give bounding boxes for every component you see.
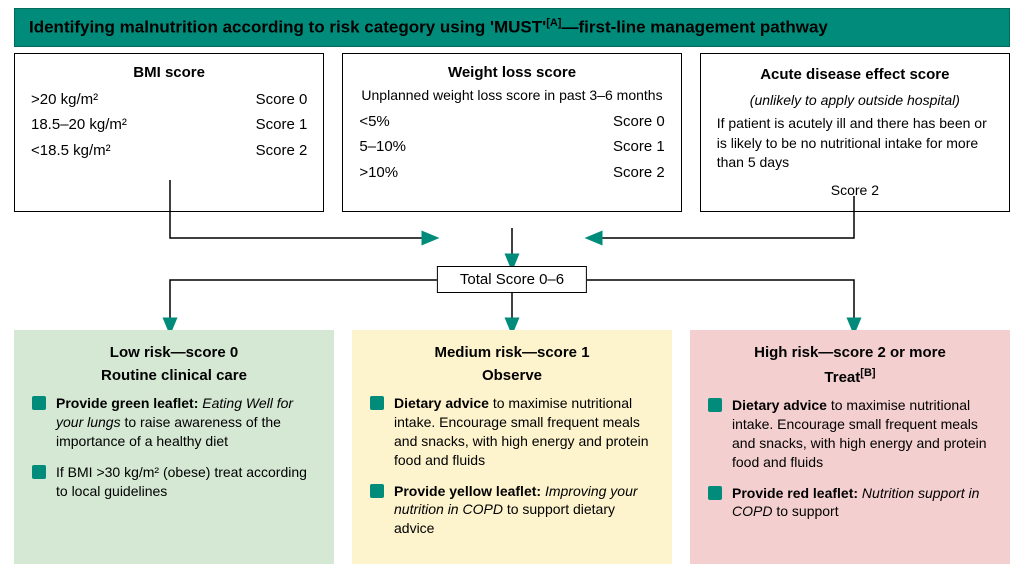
list-item: If BMI >30 kg/m² (obese) treat according… (32, 463, 316, 501)
list-item: Provide yellow leaflet: Improving your n… (370, 482, 654, 539)
low-title: Low risk—score 0 (32, 344, 316, 361)
acute-sub: (unlikely to apply outside hospital) (717, 91, 993, 111)
score-boxes-row: BMI score >20 kg/m²Score 0 18.5–20 kg/m²… (14, 53, 1010, 212)
bmi-row: >20 kg/m²Score 0 (31, 87, 307, 113)
weight-row: 5–10%Score 1 (359, 134, 664, 160)
title-bar: Identifying malnutrition according to ri… (14, 8, 1010, 47)
list-item: Provide green leaflet: Eating Well for y… (32, 394, 316, 451)
total-score-box: Total Score 0–6 (437, 266, 587, 293)
low-action: Routine clinical care (32, 367, 316, 384)
acute-heading: Acute disease effect score (717, 64, 993, 85)
weight-heading: Weight loss score (359, 64, 664, 81)
low-risk-box: Low risk—score 0 Routine clinical care P… (14, 330, 334, 564)
list-item: Dietary advice to maximise nutritional i… (370, 394, 654, 470)
title-text: Identifying malnutrition according to ri… (29, 18, 546, 37)
bmi-row: 18.5–20 kg/m²Score 1 (31, 112, 307, 138)
weight-row: >10%Score 2 (359, 160, 664, 186)
bmi-row: <18.5 kg/m²Score 2 (31, 138, 307, 164)
list-item: Dietary advice to maximise nutritional i… (708, 396, 992, 472)
risk-row: Low risk—score 0 Routine clinical care P… (14, 330, 1010, 564)
acute-score: Score 2 (717, 181, 993, 201)
bmi-box: BMI score >20 kg/m²Score 0 18.5–20 kg/m²… (14, 53, 324, 212)
list-item: Provide red leaflet: Nutrition support i… (708, 484, 992, 522)
medium-risk-box: Medium risk—score 1 Observe Dietary advi… (352, 330, 672, 564)
high-action: Treat[B] (708, 367, 992, 386)
high-title: High risk—score 2 or more (708, 344, 992, 361)
bmi-heading: BMI score (31, 64, 307, 81)
med-title: Medium risk—score 1 (370, 344, 654, 361)
acute-box: Acute disease effect score (unlikely to … (700, 53, 1010, 212)
acute-text: If patient is acutely ill and there has … (717, 114, 993, 173)
weight-box: Weight loss score Unplanned weight loss … (342, 53, 681, 212)
title-tail: —first-line management pathway (561, 18, 827, 37)
weight-desc: Unplanned weight loss score in past 3–6 … (359, 87, 664, 103)
weight-row: <5%Score 0 (359, 109, 664, 135)
med-action: Observe (370, 367, 654, 384)
high-risk-box: High risk—score 2 or more Treat[B] Dieta… (690, 330, 1010, 564)
title-sup: [A] (546, 17, 561, 29)
